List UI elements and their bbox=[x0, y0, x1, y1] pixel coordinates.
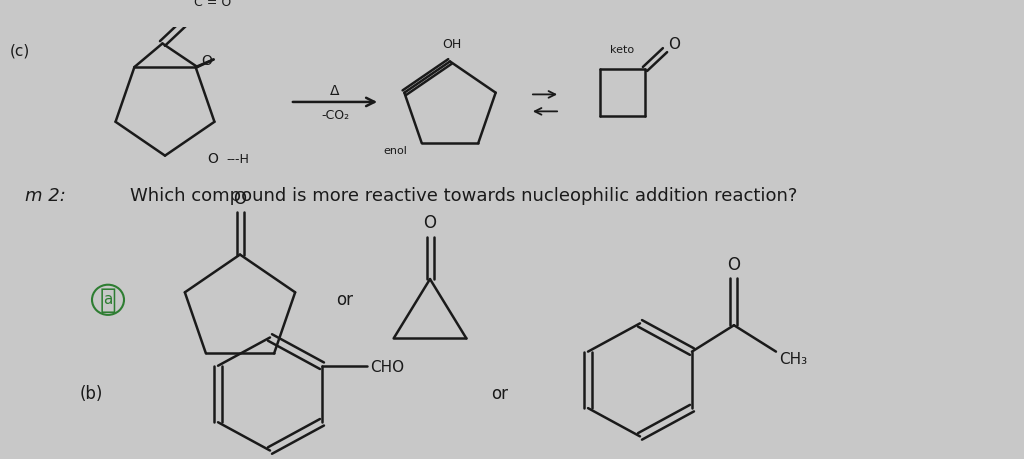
Text: m 2:: m 2: bbox=[25, 187, 66, 205]
Text: O: O bbox=[668, 37, 680, 52]
Text: Which compound is more reactive towards nucleophilic addition reaction?: Which compound is more reactive towards … bbox=[130, 187, 798, 205]
Text: or: or bbox=[337, 291, 353, 309]
Text: (c): (c) bbox=[10, 44, 31, 59]
Text: -CO₂: -CO₂ bbox=[321, 109, 349, 122]
Text: keto: keto bbox=[610, 45, 634, 55]
Text: ⓐ: ⓐ bbox=[99, 286, 117, 314]
Text: Δ: Δ bbox=[331, 84, 340, 98]
Text: (b): (b) bbox=[80, 385, 103, 403]
Text: CH₃: CH₃ bbox=[779, 352, 807, 367]
Text: CHO: CHO bbox=[370, 360, 404, 375]
Text: O: O bbox=[727, 256, 740, 274]
Text: or: or bbox=[492, 385, 509, 403]
Text: ---H: ---H bbox=[226, 153, 249, 166]
Text: a: a bbox=[103, 292, 113, 307]
Text: O: O bbox=[208, 152, 218, 167]
Text: C = O: C = O bbox=[195, 0, 231, 9]
Text: O: O bbox=[202, 54, 212, 68]
Text: enol: enol bbox=[383, 146, 407, 156]
Text: O: O bbox=[233, 190, 247, 208]
Text: OH: OH bbox=[442, 38, 462, 51]
Text: O: O bbox=[424, 214, 436, 232]
